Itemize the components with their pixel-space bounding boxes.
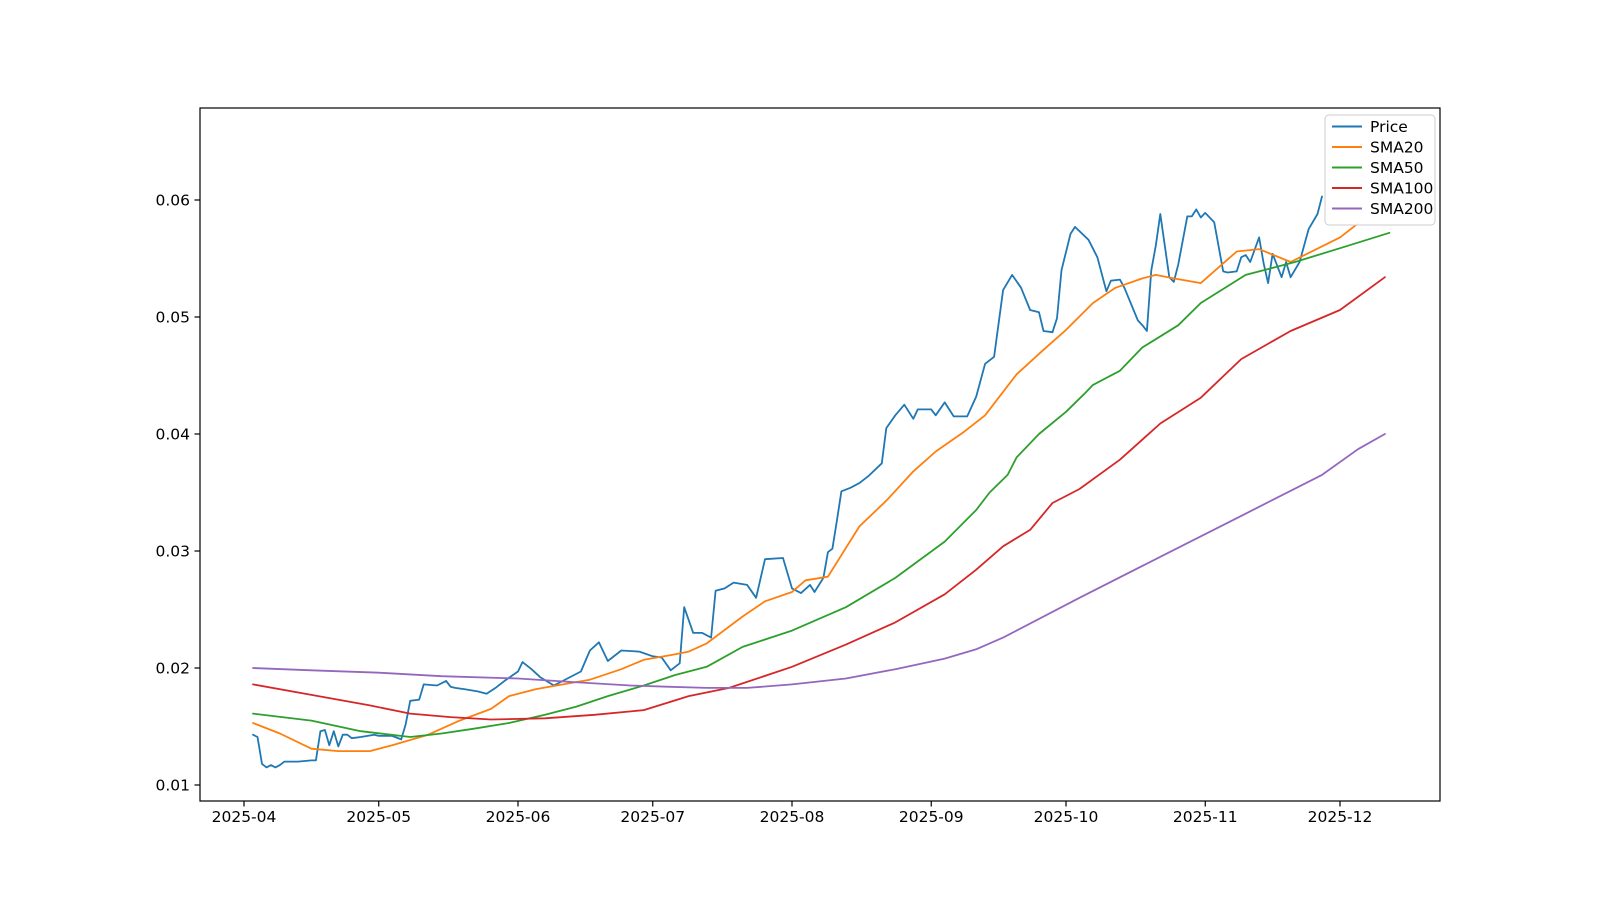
plot-border (199, 107, 1441, 802)
legend-entry-sma20: SMA20 (1332, 139, 1424, 157)
legend-label: SMA50 (1370, 159, 1424, 177)
y-tick-label: 0.01 (155, 777, 190, 795)
y-axis: 0.01 0.02 0.03 0.04 0.05 0.06 (155, 192, 200, 795)
series-line-sma200 (252, 433, 1386, 689)
x-tick-label: 2025-07 (620, 808, 685, 826)
legend-box (1324, 114, 1436, 226)
legend-label: SMA200 (1370, 200, 1433, 218)
legend-label: SMA20 (1370, 139, 1424, 157)
legend-entry-sma50: SMA50 (1332, 159, 1424, 177)
legend-label: SMA100 (1370, 180, 1433, 198)
series-line-sma100 (252, 276, 1386, 721)
y-tick-label: 0.06 (155, 192, 190, 210)
x-tick-label: 2025-09 (899, 808, 964, 826)
legend-entry-sma100: SMA100 (1332, 180, 1433, 198)
legend-entry-sma200: SMA200 (1332, 200, 1433, 218)
legend-entry-price: Price (1332, 118, 1408, 136)
y-tick-label: 0.05 (155, 309, 190, 327)
axes-spines (199, 107, 1441, 802)
series-line-sma50 (252, 231, 1391, 738)
legend: Price SMA20 SMA50 SMA100 SMA200 (1324, 114, 1436, 226)
y-tick-label: 0.02 (155, 660, 190, 678)
x-tick-label: 2025-08 (760, 808, 825, 826)
y-tick-label: 0.04 (155, 426, 190, 444)
series-line-sma20 (252, 222, 1359, 752)
x-tick-label: 2025-12 (1308, 808, 1373, 826)
x-tick-label: 2025-06 (486, 808, 551, 826)
x-tick-label: 2025-11 (1173, 808, 1238, 826)
series-line-price (252, 195, 1323, 769)
x-axis: 2025-04 2025-05 2025-06 2025-07 2025-08 2025-… (212, 801, 1373, 826)
series-lines (252, 195, 1391, 769)
x-tick-label: 2025-04 (212, 808, 277, 826)
legend-label: Price (1370, 118, 1408, 136)
x-tick-label: 2025-05 (346, 808, 411, 826)
x-tick-label: 2025-10 (1034, 808, 1099, 826)
y-tick-label: 0.03 (155, 543, 190, 561)
